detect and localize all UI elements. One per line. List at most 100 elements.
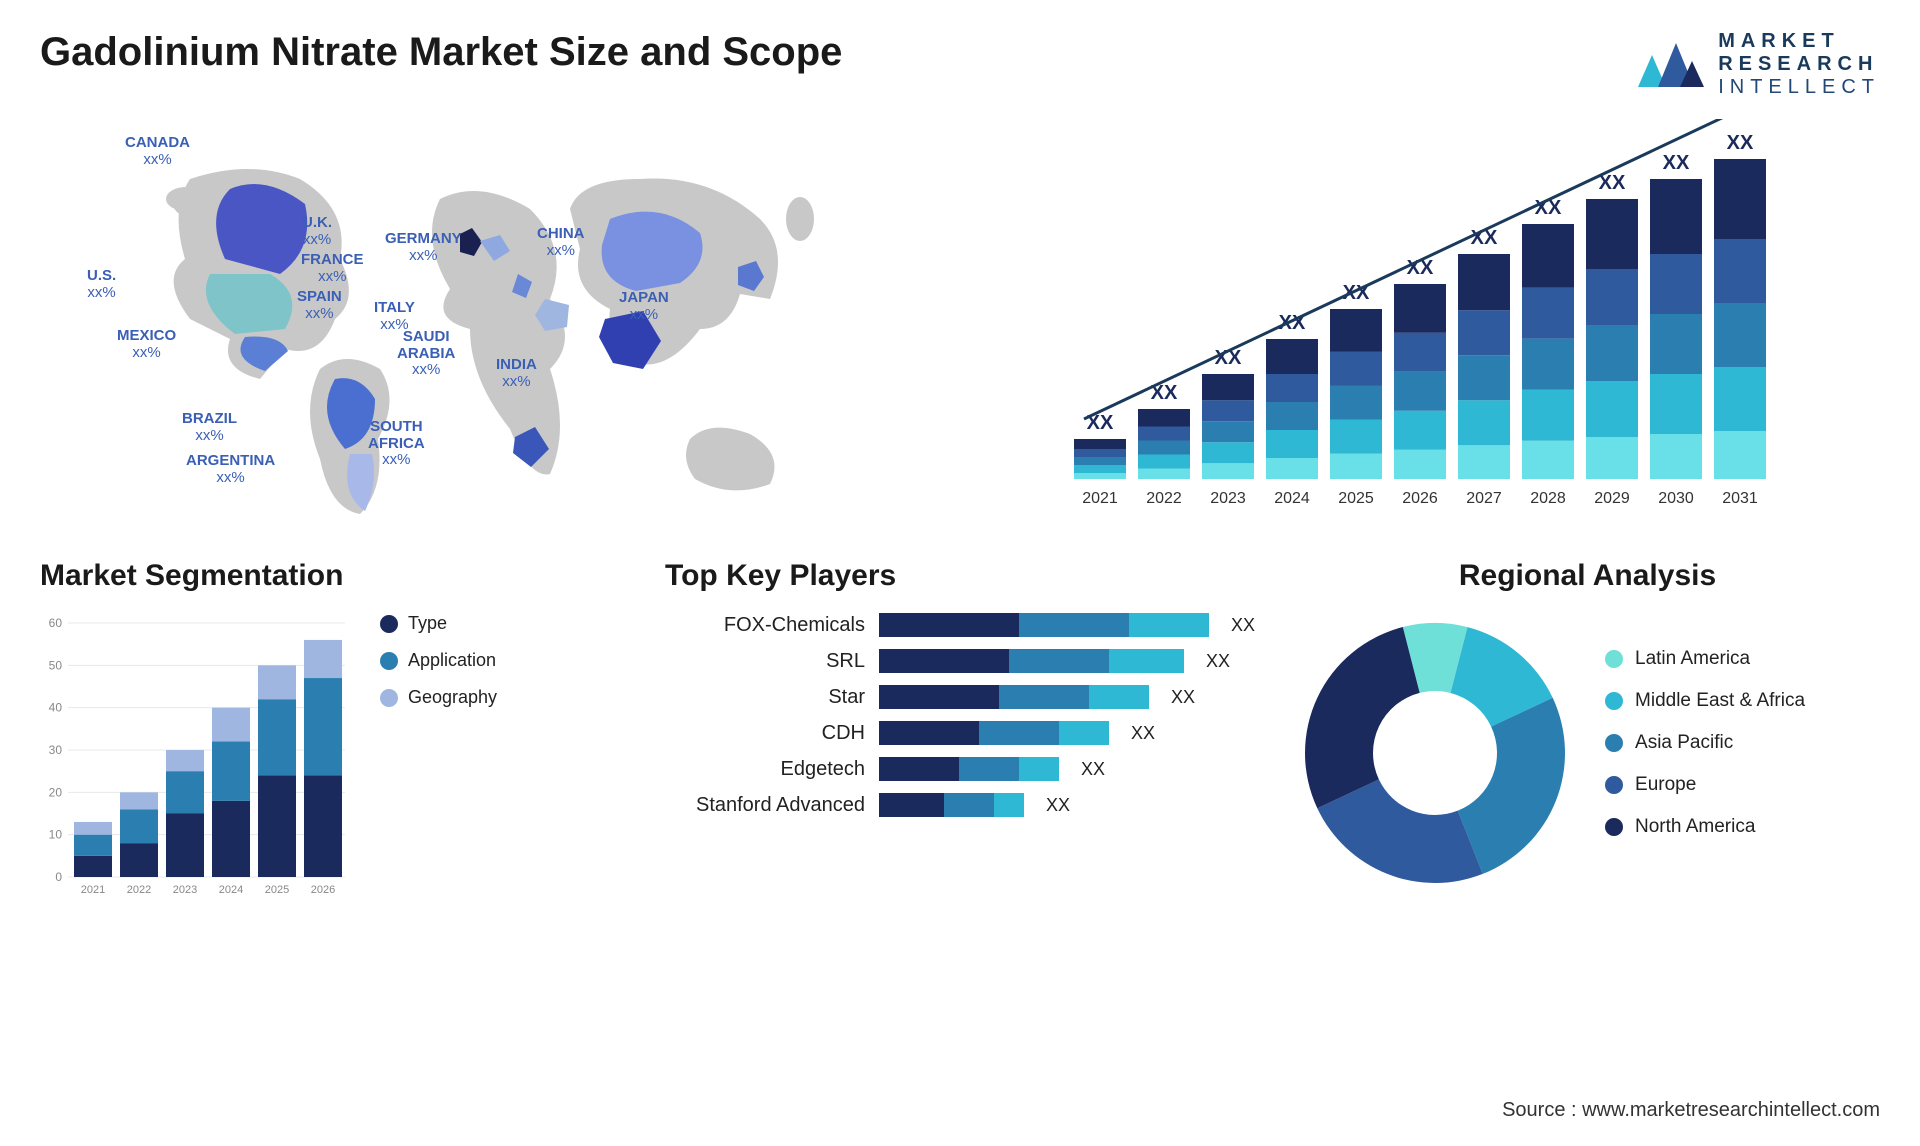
player-bar-seg	[944, 793, 994, 817]
page-title: Gadolinium Nitrate Market Size and Scope	[40, 30, 842, 75]
donut-slice	[1305, 627, 1420, 808]
growth-bar-seg	[1266, 374, 1318, 402]
growth-bar-seg	[1074, 439, 1126, 449]
player-bar	[879, 757, 1059, 781]
country-label: MEXICOxx%	[117, 328, 176, 361]
growth-bar-seg	[1074, 457, 1126, 465]
segmentation-panel: Market Segmentation 01020304050602021202…	[40, 559, 625, 903]
growth-bar-seg	[1586, 199, 1638, 269]
player-bar-seg	[1089, 685, 1149, 709]
growth-bar-seg	[1202, 421, 1254, 442]
header: Gadolinium Nitrate Market Size and Scope…	[40, 30, 1880, 99]
growth-bar-seg	[1458, 445, 1510, 479]
growth-bar-seg	[1714, 367, 1766, 431]
growth-bar-seg	[1586, 269, 1638, 325]
donut-slice	[1458, 698, 1565, 874]
player-row: CDH XX	[665, 721, 1255, 745]
country-label: INDIAxx%	[496, 357, 537, 390]
growth-bar-seg	[1522, 288, 1574, 339]
player-name: Star	[665, 686, 865, 709]
growth-bar-seg	[1138, 455, 1190, 469]
player-bar	[879, 613, 1209, 637]
player-name: SRL	[665, 650, 865, 673]
growth-bar-seg	[1138, 469, 1190, 480]
growth-bar-seg	[1586, 381, 1638, 437]
player-value: XX	[1046, 795, 1070, 816]
growth-bar-seg	[1394, 372, 1446, 411]
player-bar-seg	[879, 757, 959, 781]
seg-year-label: 2026	[311, 884, 335, 896]
growth-bar-seg	[1138, 409, 1190, 427]
world-map: CANADAxx%U.S.xx%MEXICOxx%BRAZILxx%ARGENT…	[40, 119, 940, 519]
growth-bar-seg	[1586, 437, 1638, 479]
growth-year-label: 2023	[1210, 490, 1246, 507]
bar-top-label: XX	[1663, 152, 1690, 174]
growth-year-label: 2022	[1146, 490, 1182, 507]
growth-bar-seg	[1330, 309, 1382, 352]
player-bar-seg	[879, 649, 1009, 673]
country-label: SOUTHAFRICAxx%	[368, 419, 425, 469]
top-row: CANADAxx%U.S.xx%MEXICOxx%BRAZILxx%ARGENT…	[40, 119, 1880, 519]
player-bar-seg	[1019, 613, 1129, 637]
player-bar-seg	[879, 721, 979, 745]
growth-bar-seg	[1138, 427, 1190, 441]
growth-bar-seg	[1202, 463, 1254, 479]
seg-year-label: 2022	[127, 884, 151, 896]
growth-bar-seg	[1330, 420, 1382, 454]
growth-bar-seg	[1394, 411, 1446, 450]
growth-year-label: 2025	[1338, 490, 1374, 507]
seg-bar-part	[212, 742, 250, 801]
seg-year-label: 2024	[219, 884, 243, 896]
country-label: CANADAxx%	[125, 135, 190, 168]
growth-bar-seg	[1394, 333, 1446, 372]
source-label: Source : www.marketresearchintellect.com	[1502, 1099, 1880, 1122]
growth-bar-seg	[1458, 310, 1510, 355]
donut-legend: Latin AmericaMiddle East & AfricaAsia Pa…	[1605, 648, 1805, 858]
growth-bar-seg	[1266, 402, 1318, 430]
growth-year-label: 2026	[1402, 490, 1438, 507]
regional-title: Regional Analysis	[1295, 559, 1880, 593]
country-label: CHINAxx%	[537, 226, 585, 259]
player-value: XX	[1171, 687, 1195, 708]
seg-legend-item: Application	[380, 650, 497, 671]
logo-icon	[1636, 37, 1706, 93]
donut-legend-item: North America	[1605, 816, 1805, 838]
seg-year-label: 2023	[173, 884, 197, 896]
seg-bar-part	[258, 665, 296, 699]
seg-bar-part	[74, 856, 112, 877]
growth-bar-seg	[1458, 400, 1510, 445]
seg-legend-item: Geography	[380, 687, 497, 708]
country-label: SPAINxx%	[297, 289, 342, 322]
growth-chart-svg: XX2021XX2022XX2023XX2024XX2025XX2026XX20…	[980, 119, 1880, 519]
growth-bar-seg	[1714, 303, 1766, 367]
growth-bar-seg	[1394, 450, 1446, 479]
seg-bar-part	[120, 809, 158, 843]
player-name: Edgetech	[665, 758, 865, 781]
player-bar-seg	[879, 793, 944, 817]
player-row: Edgetech XX	[665, 757, 1255, 781]
donut-chart	[1295, 613, 1575, 893]
player-bar-seg	[1019, 757, 1059, 781]
growth-bar-seg	[1330, 454, 1382, 480]
growth-bar-seg	[1394, 284, 1446, 333]
segmentation-legend: TypeApplicationGeography	[380, 613, 497, 724]
player-row: Star XX	[665, 685, 1255, 709]
seg-bar-part	[304, 678, 342, 775]
growth-year-label: 2029	[1594, 490, 1630, 507]
player-value: XX	[1206, 651, 1230, 672]
growth-year-label: 2024	[1274, 490, 1310, 507]
seg-bar-part	[166, 814, 204, 878]
seg-bar-part	[258, 699, 296, 775]
growth-bar-seg	[1650, 314, 1702, 374]
country-label: JAPANxx%	[619, 290, 669, 323]
growth-year-label: 2031	[1722, 490, 1758, 507]
growth-bar-seg	[1266, 339, 1318, 374]
country-label: ARGENTINAxx%	[186, 453, 275, 486]
player-bar	[879, 721, 1109, 745]
seg-bar-part	[74, 822, 112, 835]
donut-legend-item: Latin America	[1605, 648, 1805, 670]
growth-bar-seg	[1330, 352, 1382, 386]
player-bar-seg	[1109, 649, 1184, 673]
player-name: CDH	[665, 722, 865, 745]
player-bar-seg	[994, 793, 1024, 817]
